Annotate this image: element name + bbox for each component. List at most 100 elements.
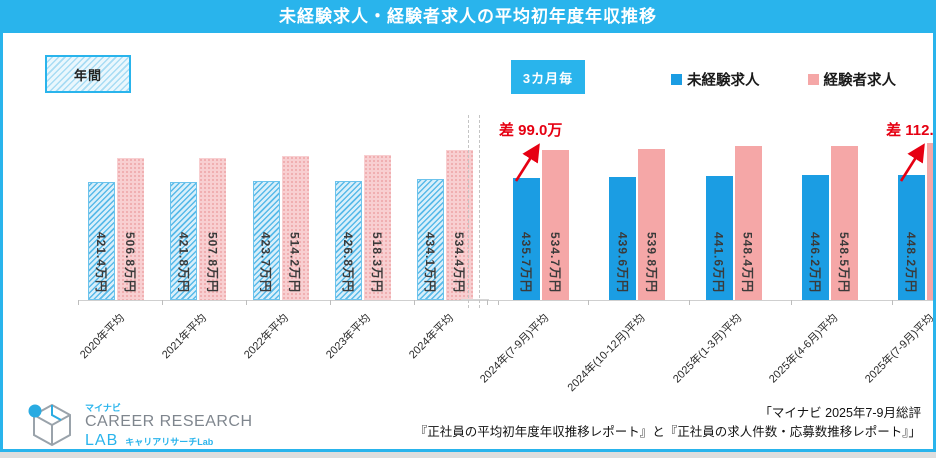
bar-value-label: 423.7万円	[258, 231, 273, 293]
bar-value-label: 448.2万円	[904, 231, 918, 293]
bar-value-label: 446.2万円	[807, 231, 822, 293]
bar-value-label: 548.4万円	[740, 231, 755, 293]
bar-inexperienced: 426.8万円	[334, 180, 362, 300]
axis-tick	[162, 300, 163, 305]
bar-inexperienced: 421.4万円	[88, 182, 115, 300]
yearly-mode-chip[interactable]: 年間	[45, 55, 131, 93]
bar-inexperienced: 423.7万円	[252, 181, 280, 300]
x-axis-label: 2024年平均	[406, 312, 456, 362]
axis-ticks	[78, 300, 499, 305]
bar-inexperienced: 439.6万円	[609, 176, 637, 300]
bar-experienced: 548.5万円	[830, 146, 858, 300]
bar-inexperienced: 421.8万円	[170, 181, 198, 300]
axis-tick	[246, 300, 247, 305]
x-axis-label: 2024年(7-9月)平均	[478, 312, 552, 386]
x-axis-label: 2024年(10-12月)平均	[565, 312, 648, 395]
axis-tick	[790, 300, 792, 305]
legend-label: 未経験求人	[687, 73, 760, 89]
axis-tick	[588, 300, 590, 305]
x-axis-label: 2021年平均	[159, 312, 209, 362]
bar-experienced: 539.8万円	[638, 148, 666, 300]
bar-experienced: 518.3万円	[363, 154, 391, 300]
legend-item-experienced: 経験者求人	[807, 69, 897, 90]
bar-group: 446.2万円 548.5万円 2025年(4-6月)平均	[767, 135, 858, 385]
bar-inexperienced: 435.7万円	[513, 178, 540, 300]
bar-value-label: 439.6万円	[615, 231, 630, 293]
x-axis-label: 2020年平均	[77, 312, 127, 362]
bar-group: 426.8万円 518.3万円 2023年平均	[324, 135, 391, 361]
bar-experienced: 506.8万円	[117, 158, 144, 300]
quarterly-bar-chart: 435.7万円 534.7万円 2024年(7-9月)平均差 99.0万 439.6万…	[478, 122, 933, 394]
legend-label: 経験者求人	[823, 73, 897, 89]
legend-swatch-pink	[807, 74, 819, 85]
brand-lab-jp: キャリアリサーチLab	[125, 436, 214, 447]
x-axis-label: 2023年平均	[324, 312, 374, 362]
bar-inexperienced: 448.2万円	[898, 174, 925, 300]
bar-group: 421.4万円 506.8万円 2020年平均	[77, 135, 144, 361]
bar-value-label: 548.5万円	[836, 231, 851, 293]
brand-lab: LAB	[85, 431, 119, 449]
brand-jp-name: マイナビ	[85, 402, 121, 413]
chart-separator	[468, 115, 480, 308]
x-axis-label: 2022年平均	[241, 312, 292, 362]
bar-value-label: 435.7万円	[519, 231, 533, 293]
bar-inexperienced: 441.6万円	[705, 176, 733, 300]
bar-value-label: 426.8万円	[340, 231, 355, 293]
bar-value-label: 506.8万円	[123, 231, 137, 293]
bar-group: 439.6万円 539.8万円 2024年(10-12月)平均	[566, 135, 666, 394]
bar-experienced: 514.2万円	[281, 156, 309, 300]
bar-value-label: 434.1万円	[423, 231, 437, 293]
bar-group: 421.8万円 507.8万円 2021年平均	[160, 135, 227, 361]
annotation-arrow-icon	[899, 143, 925, 182]
yearly-bar-chart: 421.4万円 506.8万円 2020年平均 421.8万円 507.8万円 2021年…	[77, 135, 499, 361]
legend: 未経験求人 経験者求人	[671, 69, 896, 90]
axis-tick	[487, 300, 488, 305]
bar-experienced: 534.7万円	[542, 150, 569, 300]
bar-group: 448.2万円 560.2万円 2025年(7-9月)平均 差 112.0万円	[863, 122, 933, 385]
bar-value-label: 514.2万円	[287, 231, 302, 293]
brand-logo-text: マイナビ CAREER RESEARCH LAB キャリアリサーチLab	[85, 402, 253, 449]
quarterly-mode-chip[interactable]: 3カ月毎	[511, 60, 585, 94]
career-research-lab-logo-icon	[27, 399, 77, 449]
bar-group: 423.7万円 514.2万円 2022年平均	[242, 135, 309, 361]
axis-tick	[891, 300, 893, 305]
bar-group: 441.6万円 548.4万円 2025年(1-3月)平均	[671, 135, 762, 385]
source-line-2: 『正社員の平均初年度年収推移レポート』と『正社員の求人件数・応募数推移レポート』…	[414, 425, 921, 440]
bar-value-label: 518.3万円	[369, 231, 384, 293]
brand-main-name: CAREER RESEARCH	[85, 413, 253, 431]
bar-value-label: 441.6万円	[711, 231, 726, 293]
legend-swatch-blue	[671, 74, 682, 85]
axis-ticks	[487, 300, 933, 305]
bar-value-label: 539.8万円	[644, 231, 659, 293]
bar-value-label: 507.8万円	[205, 231, 220, 293]
bar-inexperienced: 434.1万円	[417, 178, 444, 300]
bar-experienced: 560.2万円	[927, 143, 933, 300]
difference-annotation: 差 99.0万	[499, 122, 563, 139]
x-axis-label: 2025年(7-9月)平均	[863, 312, 936, 386]
page-title: 未経験求人・経験者求人の平均初年度年収推移	[3, 3, 933, 33]
x-axis-label: 2025年(4-6月)平均	[767, 312, 841, 386]
axis-tick	[330, 300, 331, 305]
bar-value-label: 534.4万円	[452, 231, 466, 293]
source-citation: 「マイナビ 2025年7-9月総評 『正社員の平均初年度年収推移レポート』と『正…	[415, 404, 921, 443]
axis-connector	[461, 299, 489, 300]
source-line-1: 「マイナビ 2025年7-9月総評	[759, 406, 921, 420]
axis-tick	[689, 300, 691, 305]
bar-value-label: 421.4万円	[94, 231, 108, 293]
quarterly-mode-label: 3カ月毎	[522, 70, 574, 86]
axis-tick	[78, 300, 79, 305]
legend-item-inexperienced: 未経験求人	[671, 69, 760, 90]
difference-annotation: 差 112.0万円	[886, 122, 934, 139]
bar-value-label: 534.7万円	[548, 231, 562, 293]
axis-tick	[498, 300, 499, 305]
x-axis-label: 2025年(1-3月)平均	[670, 312, 745, 386]
brand-logo: マイナビ CAREER RESEARCH LAB キャリアリサーチLab	[27, 399, 253, 449]
bar-inexperienced: 446.2万円	[801, 175, 829, 300]
bar-value-label: 560.2万円	[932, 232, 933, 293]
bar-experienced: 507.8万円	[199, 157, 227, 300]
bar-group: 434.1万円 534.4万円 2024年平均	[406, 135, 473, 361]
yearly-mode-label: 年間	[73, 67, 102, 83]
bar-value-label: 421.8万円	[176, 231, 191, 293]
bar-group: 435.7万円 534.7万円 2024年(7-9月)平均 差 99.0万	[478, 122, 569, 385]
